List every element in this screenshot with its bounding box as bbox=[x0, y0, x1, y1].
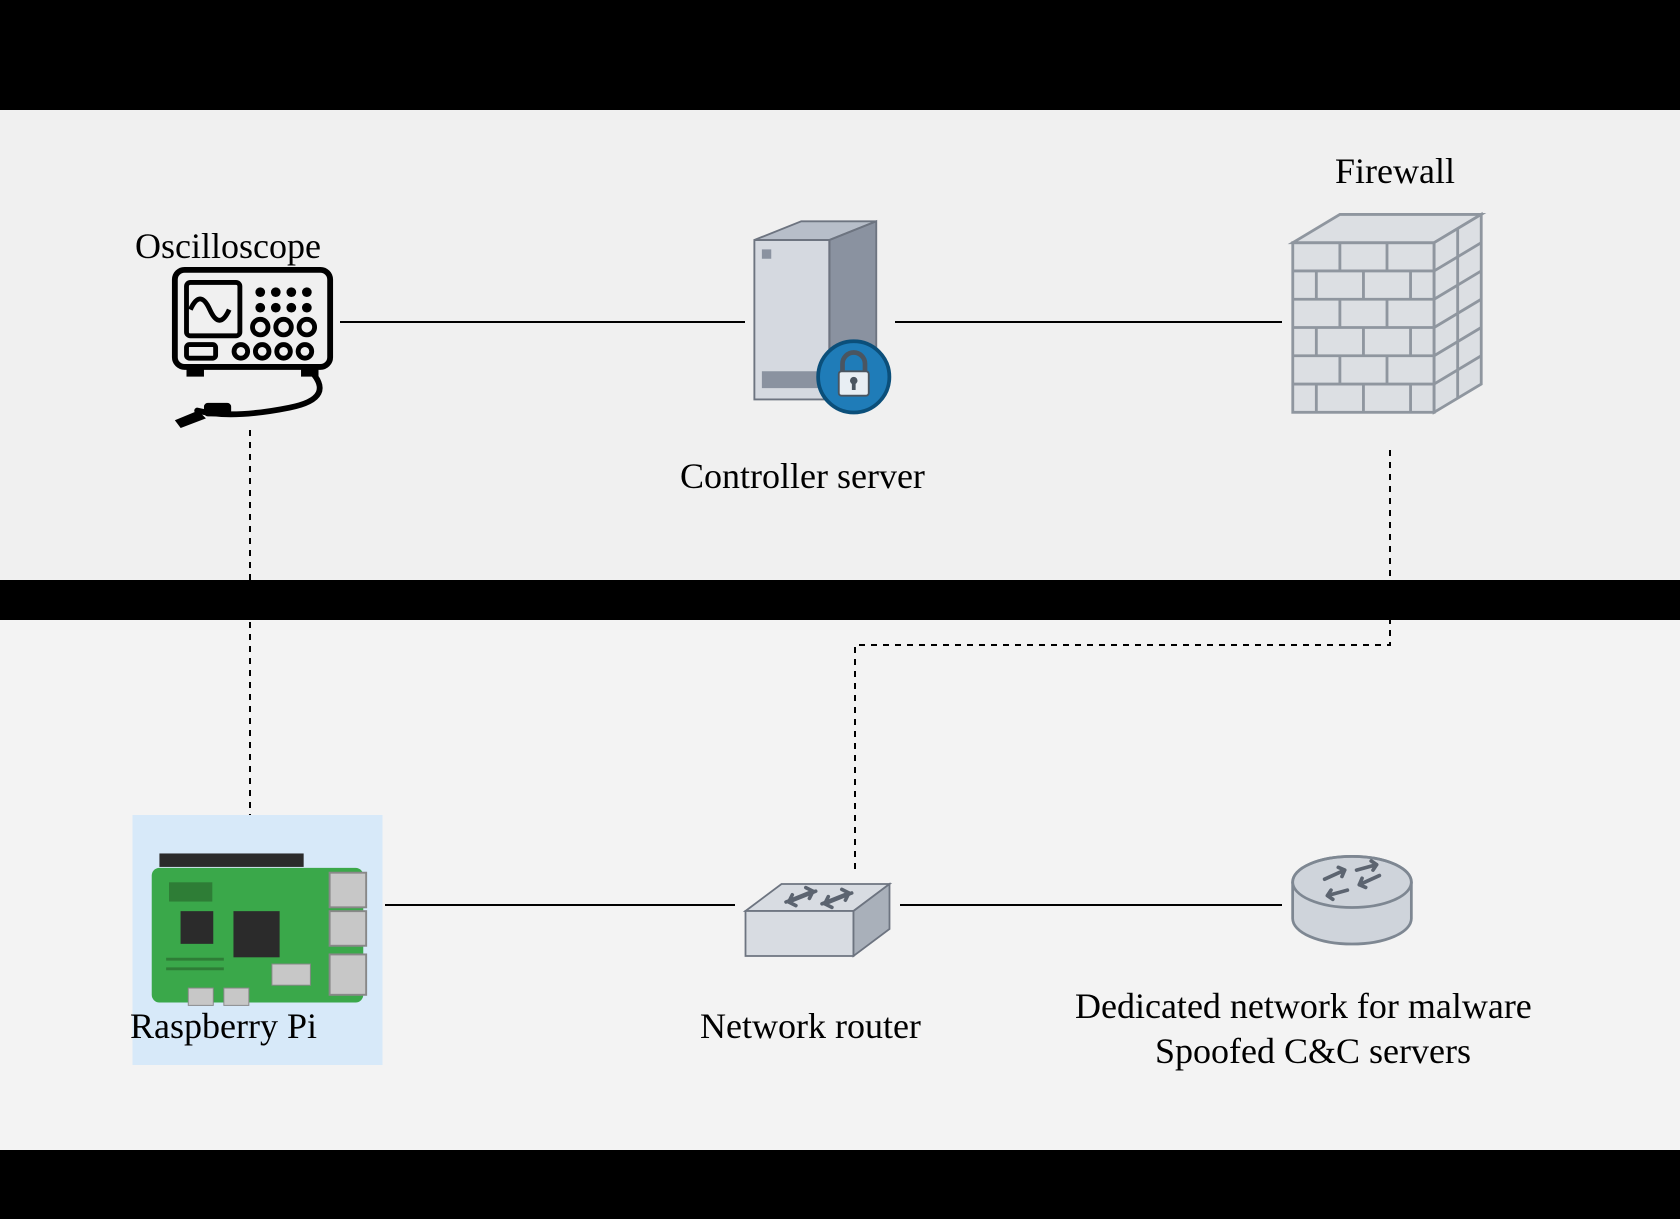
network-router-label: Network router bbox=[700, 1005, 921, 1047]
malware-network-label-1: Dedicated network for malware bbox=[1075, 985, 1532, 1027]
diagram-canvas: Oscilloscope Controller server Firewall … bbox=[0, 0, 1680, 1219]
oscilloscope-icon bbox=[165, 265, 340, 430]
malware-network-icon bbox=[1282, 850, 1422, 955]
controller-server-label: Controller server bbox=[680, 455, 925, 497]
network-router-icon bbox=[735, 875, 900, 965]
raspberry-pi-label: Raspberry Pi bbox=[130, 1005, 317, 1047]
firewall-icon bbox=[1282, 205, 1492, 450]
firewall-label: Firewall bbox=[1335, 150, 1455, 192]
malware-network-label-2: Spoofed C&C servers bbox=[1155, 1030, 1471, 1072]
controller-server-icon bbox=[745, 210, 895, 420]
oscilloscope-label: Oscilloscope bbox=[135, 225, 321, 267]
